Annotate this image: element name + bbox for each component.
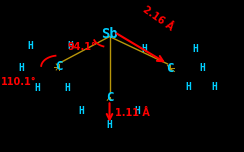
Text: H: H	[19, 63, 24, 73]
Text: 1.11 Å: 1.11 Å	[115, 107, 150, 117]
Text: H: H	[35, 83, 41, 93]
Text: C: C	[106, 91, 113, 104]
Text: H: H	[28, 41, 34, 51]
Text: H: H	[67, 41, 73, 51]
Text: H: H	[199, 63, 205, 73]
Text: 110.1°: 110.1°	[1, 77, 37, 87]
Text: H: H	[211, 82, 217, 92]
Text: 94.1°: 94.1°	[67, 42, 96, 52]
Text: H: H	[192, 44, 198, 54]
Text: 2.16 Å: 2.16 Å	[141, 4, 175, 32]
Text: H: H	[107, 120, 112, 130]
Text: Sb: Sb	[101, 26, 118, 40]
Text: H: H	[141, 44, 147, 54]
Text: H: H	[134, 106, 140, 116]
Text: H: H	[185, 82, 191, 92]
Text: H: H	[79, 106, 85, 116]
Text: C: C	[55, 60, 62, 73]
Text: H: H	[65, 83, 71, 93]
Text: C: C	[166, 62, 173, 75]
